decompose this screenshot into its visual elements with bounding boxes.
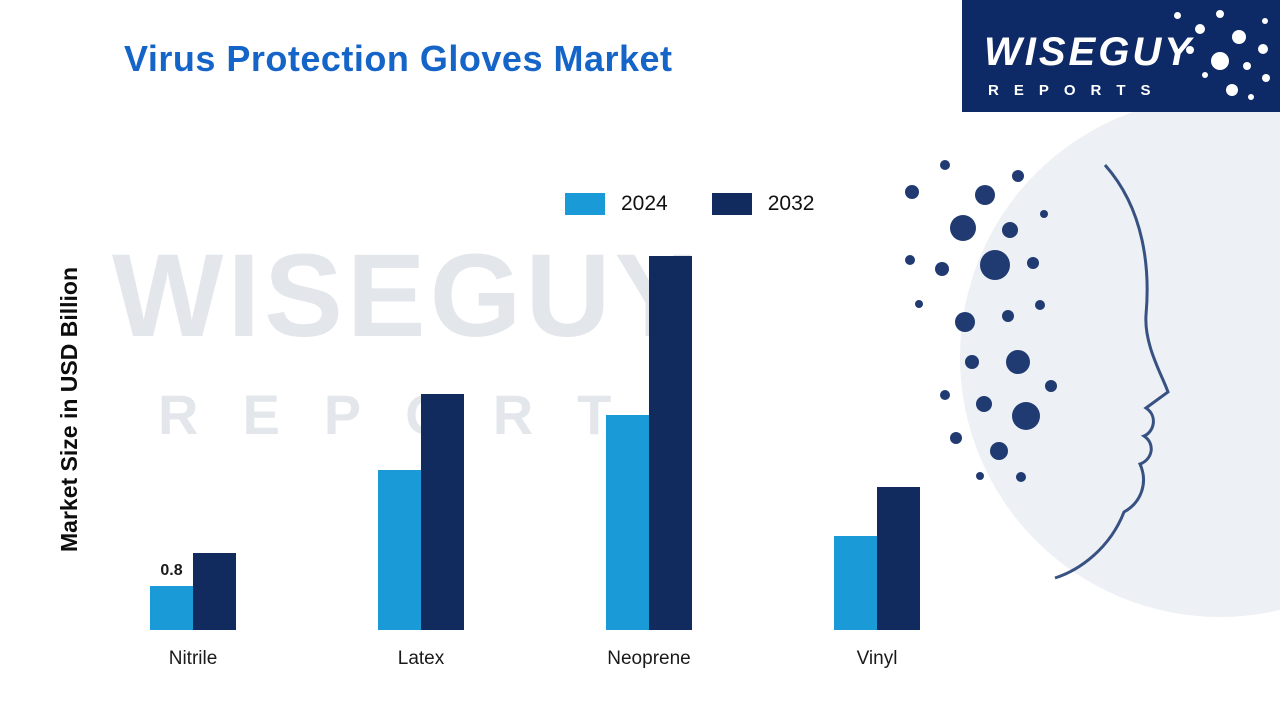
category-label-latex: Latex: [397, 648, 445, 669]
deco-dot: [950, 432, 962, 444]
logo-dot: [1174, 12, 1181, 19]
bar-group-neoprene: Neoprene: [606, 245, 692, 669]
bar-group-latex: Latex: [378, 245, 464, 669]
logo-dot: [1186, 46, 1194, 54]
category-label-neoprene: Neoprene: [607, 648, 691, 669]
deco-dot: [955, 312, 975, 332]
bar-2024-neoprene: [606, 415, 649, 630]
logo-dot: [1248, 94, 1254, 100]
bar-value-label: 0.8: [160, 562, 183, 579]
bar-2024-vinyl: [834, 536, 877, 630]
page-title: Virus Protection Gloves Market: [124, 38, 673, 79]
bar-2024-nitrile: 0.8: [150, 562, 193, 630]
deco-dot: [975, 185, 995, 205]
chart-legend: 2024 2032: [565, 192, 814, 216]
deco-dot: [976, 472, 984, 480]
deco-dot: [1035, 300, 1045, 310]
deco-dot: [915, 300, 923, 308]
deco-dot: [976, 396, 992, 412]
deco-dot: [905, 185, 919, 199]
bar-2024-latex: [378, 470, 421, 630]
logo-dot: [1232, 30, 1246, 44]
bars-latex: [378, 394, 464, 630]
category-label-vinyl: Vinyl: [856, 648, 898, 669]
logo-dot: [1226, 84, 1238, 96]
deco-dot: [1006, 350, 1030, 374]
deco-dot: [950, 215, 976, 241]
deco-dot: [940, 390, 950, 400]
bar-2032-latex: [421, 394, 464, 630]
deco-dot: [1016, 472, 1026, 482]
legend-label-2032: 2032: [767, 192, 815, 215]
bars-neoprene: [606, 256, 692, 630]
deco-dot: [965, 355, 979, 369]
bar-group-vinyl: Vinyl: [834, 245, 920, 669]
logo-dot: [1202, 72, 1208, 78]
deco-dot: [990, 442, 1008, 460]
watermark-wiseguy: WISEGUY: [112, 230, 698, 362]
deco-dot: [1002, 222, 1018, 238]
logo-dot: [1211, 52, 1229, 70]
legend-label-2024: 2024: [621, 192, 668, 215]
deco-dot: [1040, 210, 1048, 218]
logo-dot: [1195, 24, 1205, 34]
logo-dot: [1216, 10, 1224, 18]
y-axis-label: Market Size in USD Billion: [56, 267, 82, 553]
logo-sub-text: REPORTS: [988, 82, 1166, 99]
logo-dot: [1262, 74, 1270, 82]
bars-vinyl: [834, 487, 920, 630]
logo-dot: [1243, 62, 1251, 70]
logo-dot: [1262, 18, 1268, 24]
bars-nitrile: 0.8: [150, 553, 236, 630]
bar-2032-neoprene: [649, 256, 692, 630]
legend-swatch-2024: [565, 193, 605, 215]
category-label-nitrile: Nitrile: [168, 648, 218, 669]
deco-dot: [1012, 402, 1040, 430]
deco-dot: [1027, 257, 1039, 269]
deco-dot: [905, 255, 915, 265]
deco-dot: [940, 160, 950, 170]
logo-brand-text: WISEGUY: [984, 30, 1194, 74]
logo-dot: [1258, 44, 1268, 54]
legend-swatch-2032: [711, 193, 752, 215]
bar-group-nitrile: 0.8 Nitrile: [150, 245, 236, 669]
deco-dot: [1012, 170, 1024, 182]
legend-item-2024: 2024: [565, 192, 668, 216]
deco-dot: [935, 262, 949, 276]
deco-dot: [1002, 310, 1014, 322]
bar-2032-vinyl: [877, 487, 920, 630]
face-profile-icon: [1054, 164, 1170, 580]
plot-area: 0.8 Nitrile Latex Neoprene Vinyl: [150, 245, 920, 669]
deco-dot: [1045, 380, 1057, 392]
legend-item-2032: 2032: [711, 192, 815, 216]
deco-dot: [980, 250, 1010, 280]
wiseguy-logo: WISEGUY REPORTS: [962, 0, 1280, 112]
bar-2032-nitrile: [193, 553, 236, 630]
